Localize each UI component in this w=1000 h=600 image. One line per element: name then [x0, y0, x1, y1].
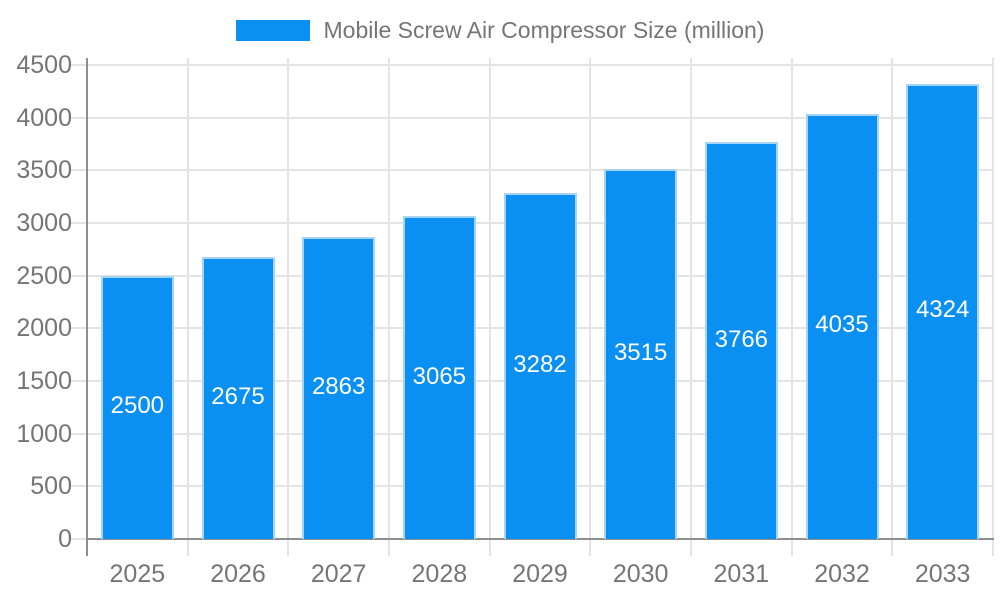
- v-gridline: [488, 58, 491, 539]
- y-axis-label: 4500: [16, 51, 72, 79]
- x-axis-label: 2025: [109, 560, 166, 588]
- y-axis-tick: [69, 327, 87, 330]
- x-axis-label: 2027: [310, 560, 367, 588]
- x-axis-tick: [992, 539, 994, 556]
- bar-value-label: 4035: [815, 311, 869, 339]
- y-axis-label: 3000: [16, 209, 72, 237]
- bar[interactable]: [805, 113, 879, 539]
- v-gridline: [790, 58, 793, 539]
- y-axis-label: 2000: [16, 314, 72, 343]
- bar-value-label: 4324: [915, 296, 970, 324]
- bar-value-label: 3282: [513, 351, 567, 379]
- x-axis-tick: [186, 539, 189, 556]
- legend-swatch-icon: [235, 19, 310, 41]
- y-axis-tick: [69, 64, 87, 66]
- v-gridline: [690, 58, 692, 539]
- v-gridline: [589, 58, 592, 539]
- v-gridline: [287, 58, 290, 539]
- x-axis-label: 2026: [210, 560, 266, 588]
- x-axis-tick: [589, 539, 592, 556]
- v-gridline: [388, 58, 390, 539]
- x-axis-line: [86, 538, 994, 540]
- bar[interactable]: [906, 83, 980, 539]
- bar-value-label: 3515: [613, 338, 668, 366]
- bar[interactable]: [402, 216, 476, 539]
- chart-legend[interactable]: Mobile Screw Air Compressor Size (millio…: [0, 14, 1000, 46]
- x-axis-tick: [287, 539, 290, 556]
- y-axis-label: 2500: [16, 261, 72, 290]
- y-axis-tick: [69, 538, 87, 540]
- v-gridline: [891, 58, 894, 539]
- bar[interactable]: [302, 237, 376, 539]
- x-axis-tick: [388, 539, 390, 556]
- h-gridline: [87, 169, 993, 172]
- y-axis-label: 0: [58, 525, 72, 553]
- h-gridline: [87, 116, 993, 119]
- bar-value-label: 2863: [311, 373, 366, 401]
- y-axis-tick: [69, 169, 87, 172]
- y-axis-label: 1000: [16, 419, 72, 448]
- y-axis-tick: [69, 432, 87, 435]
- x-axis-label: 2028: [411, 560, 468, 588]
- legend-label: Mobile Screw Air Compressor Size (millio…: [323, 16, 765, 43]
- x-axis-label: 2029: [512, 560, 568, 588]
- h-gridline: [87, 64, 993, 66]
- bar[interactable]: [604, 168, 678, 539]
- x-axis-tick: [488, 539, 491, 556]
- bar[interactable]: [503, 193, 577, 539]
- bar-value-label: 2675: [211, 383, 265, 411]
- x-axis-label: 2033: [914, 560, 971, 588]
- v-gridline: [992, 58, 994, 539]
- v-gridline: [186, 58, 189, 539]
- bar[interactable]: [100, 275, 174, 539]
- x-axis-label: 2032: [814, 560, 870, 588]
- y-axis-label: 1500: [16, 367, 72, 395]
- y-axis-tick: [69, 116, 87, 119]
- y-axis-label: 4000: [16, 103, 72, 132]
- x-axis-tick: [690, 539, 692, 556]
- y-axis-tick: [69, 222, 87, 224]
- y-axis-label: 3500: [16, 156, 72, 185]
- bar-value-label: 2500: [110, 392, 165, 420]
- bar-value-label: 3766: [714, 325, 769, 353]
- x-axis-tick: [790, 539, 793, 556]
- bar[interactable]: [201, 257, 275, 539]
- bar[interactable]: [704, 142, 778, 539]
- y-axis-tick: [69, 380, 87, 382]
- y-axis-tick: [69, 274, 87, 277]
- x-axis-label: 2031: [713, 560, 770, 588]
- x-axis-label: 2030: [612, 560, 669, 588]
- bar-value-label: 3065: [412, 362, 467, 390]
- y-axis-line: [86, 58, 88, 556]
- y-axis-tick: [69, 485, 87, 488]
- x-axis-tick: [891, 539, 894, 556]
- y-axis-label: 500: [30, 472, 72, 501]
